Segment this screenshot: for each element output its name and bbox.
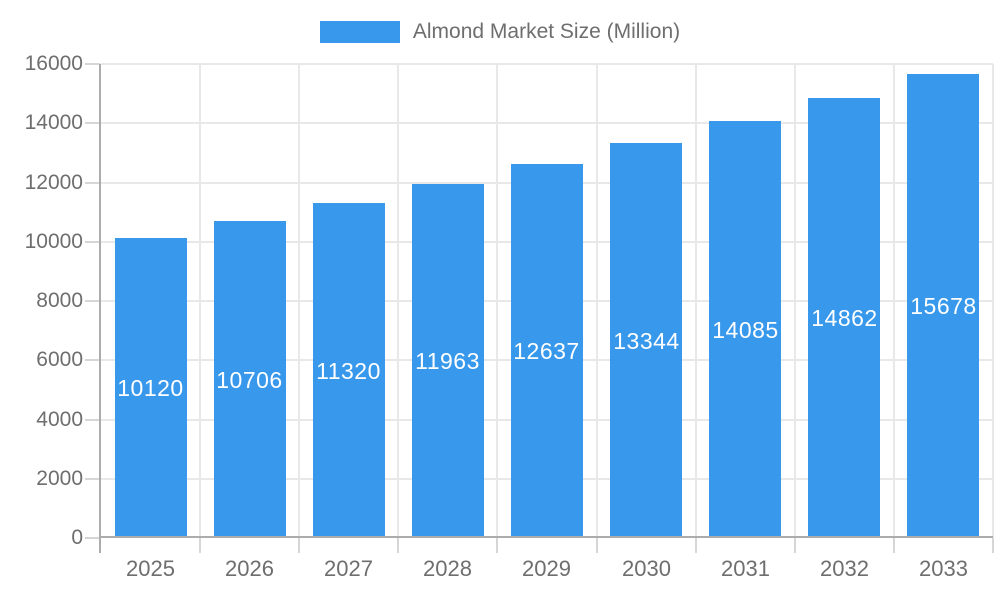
bar-2033 [907, 74, 979, 538]
gridline-v [695, 64, 697, 538]
gridline-v [893, 64, 895, 538]
gridline-v [992, 64, 994, 538]
y-axis-tick [85, 537, 100, 539]
y-axis-tick [85, 63, 100, 65]
x-axis-tick [496, 538, 498, 553]
y-axis-label: 0 [71, 526, 83, 549]
gridline-v [298, 64, 300, 538]
bar-value-label: 10120 [117, 375, 184, 401]
bar-value-label: 13344 [613, 328, 680, 354]
y-axis-line [99, 64, 101, 553]
y-axis-tick [85, 182, 100, 184]
bar-value-label: 11320 [316, 358, 381, 384]
x-axis-line [99, 536, 993, 538]
x-axis-label: 2028 [423, 556, 472, 581]
bar-2030 [610, 143, 682, 538]
x-axis-label: 2027 [324, 556, 373, 581]
gridline-v [397, 64, 399, 538]
y-axis-label: 16000 [24, 52, 83, 75]
legend-item[interactable]: Almond Market Size (Million) [319, 20, 681, 43]
gridline-v [199, 64, 201, 538]
bar-value-label: 15678 [910, 293, 977, 319]
x-axis-tick [298, 538, 300, 553]
y-axis-label: 6000 [36, 348, 83, 371]
bar-value-label: 11963 [415, 348, 480, 374]
y-axis-label: 2000 [36, 467, 83, 490]
bar-2027 [313, 203, 385, 538]
y-axis-label: 10000 [24, 230, 83, 253]
gridline-h [101, 63, 993, 65]
y-axis-tick [85, 241, 100, 243]
y-axis-tick [85, 478, 100, 480]
bar-2029 [511, 164, 583, 538]
legend-swatch-icon [319, 21, 400, 43]
x-axis-tick [893, 538, 895, 553]
gridline-v [596, 64, 598, 538]
bar-2028 [412, 184, 484, 538]
plot-area: 0 2000 4000 6000 8000 10000 12000 14000 16000 101… [25, 52, 994, 581]
y-axis-label: 8000 [36, 289, 83, 312]
gridline-v [794, 64, 796, 538]
x-axis-label: 2029 [522, 556, 571, 581]
gridline-v [496, 64, 498, 538]
bar-value-label: 14862 [811, 305, 878, 331]
x-axis-tick [695, 538, 697, 553]
y-axis-label: 4000 [36, 408, 83, 431]
bar-2026 [214, 221, 286, 538]
bar-value-label: 10706 [216, 367, 283, 393]
y-axis-tick [85, 419, 100, 421]
x-axis-tick [596, 538, 598, 553]
y-axis-tick [85, 122, 100, 124]
y-axis-label: 14000 [24, 111, 83, 134]
x-axis-label: 2031 [721, 556, 770, 581]
bar-value-label: 12637 [513, 338, 580, 364]
bar-2031 [709, 121, 781, 538]
x-axis-tick [992, 538, 994, 553]
bar-2025 [115, 238, 187, 538]
x-axis-tick [794, 538, 796, 553]
x-axis-label: 2030 [622, 556, 671, 581]
x-axis-label: 2025 [126, 556, 175, 581]
x-axis-label: 2032 [820, 556, 869, 581]
y-axis-tick [85, 300, 100, 302]
bar-2032 [808, 98, 880, 538]
legend-label: Almond Market Size (Million) [412, 20, 681, 43]
y-axis-tick [85, 359, 100, 361]
bar-value-label: 14085 [712, 317, 779, 343]
x-axis-tick [199, 538, 201, 553]
x-axis-label: 2033 [919, 556, 968, 581]
x-axis-tick [397, 538, 399, 553]
gridline-h [101, 122, 993, 124]
y-axis-label: 12000 [24, 171, 83, 194]
chart-legend: Almond Market Size (Million) [0, 21, 1000, 43]
x-axis-label: 2026 [225, 556, 274, 581]
